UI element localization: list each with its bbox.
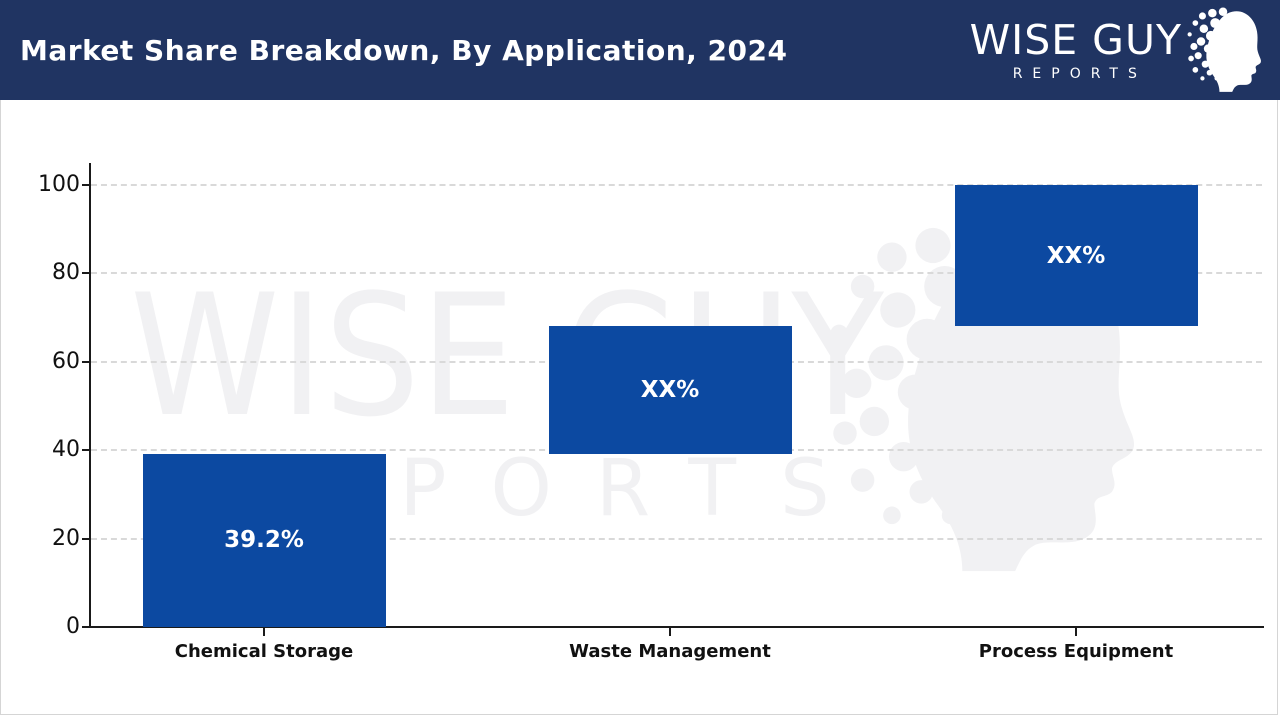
chart: WISE GUY REPORTS 0 20 40 60 80 100 39.2% Chemic… — [0, 100, 1280, 720]
y-tick-label: 0 — [66, 614, 80, 639]
logo-face-icon — [1187, 7, 1261, 92]
header: Market Share Breakdown, By Application, … — [0, 0, 1280, 100]
y-tick-label: 80 — [52, 260, 80, 286]
y-tick-label: 60 — [52, 348, 80, 374]
bar-3: XX% — [954, 185, 1198, 327]
x-tick-2 — [669, 628, 671, 636]
x-axis-line — [88, 626, 1264, 628]
page-title: Market Share Breakdown, By Application, … — [20, 33, 788, 67]
bar-value-label: XX% — [1046, 242, 1106, 269]
y-tick-0 — [82, 626, 90, 628]
logo-wordmark: WISE GUY — [969, 15, 1182, 64]
logo-text: WISE GUY REPORTS — [969, 15, 1182, 82]
y-tick-60 — [82, 360, 90, 363]
y-tick-label: 40 — [52, 437, 80, 463]
gridline-y-20 — [91, 537, 1262, 540]
bar-2: XX% — [548, 326, 792, 454]
y-tick-20 — [82, 537, 90, 540]
x-tick-3 — [1075, 628, 1077, 636]
y-tick-40 — [82, 449, 90, 452]
category-label: Chemical Storage — [174, 641, 354, 662]
y-tick-80 — [82, 272, 90, 275]
gridline-y-100 — [91, 184, 1262, 186]
y-tick-label: 20 — [52, 525, 80, 551]
gridline-y-80 — [91, 272, 1262, 275]
wiseguy-logo: WISE GUY REPORTS — [970, 7, 1262, 93]
x-tick-1 — [263, 628, 265, 636]
logo-subtitle: REPORTS — [1012, 65, 1147, 82]
y-tick-100 — [82, 184, 90, 186]
bar-value-label: 39.2% — [224, 527, 304, 554]
bar-value-label: XX% — [640, 377, 700, 404]
bar-1: 39.2% — [142, 453, 386, 627]
category-label: Process Equipment — [978, 641, 1174, 662]
y-tick-label: 100 — [38, 172, 80, 197]
category-label: Waste Management — [569, 641, 771, 662]
y-axis-line — [89, 163, 91, 628]
